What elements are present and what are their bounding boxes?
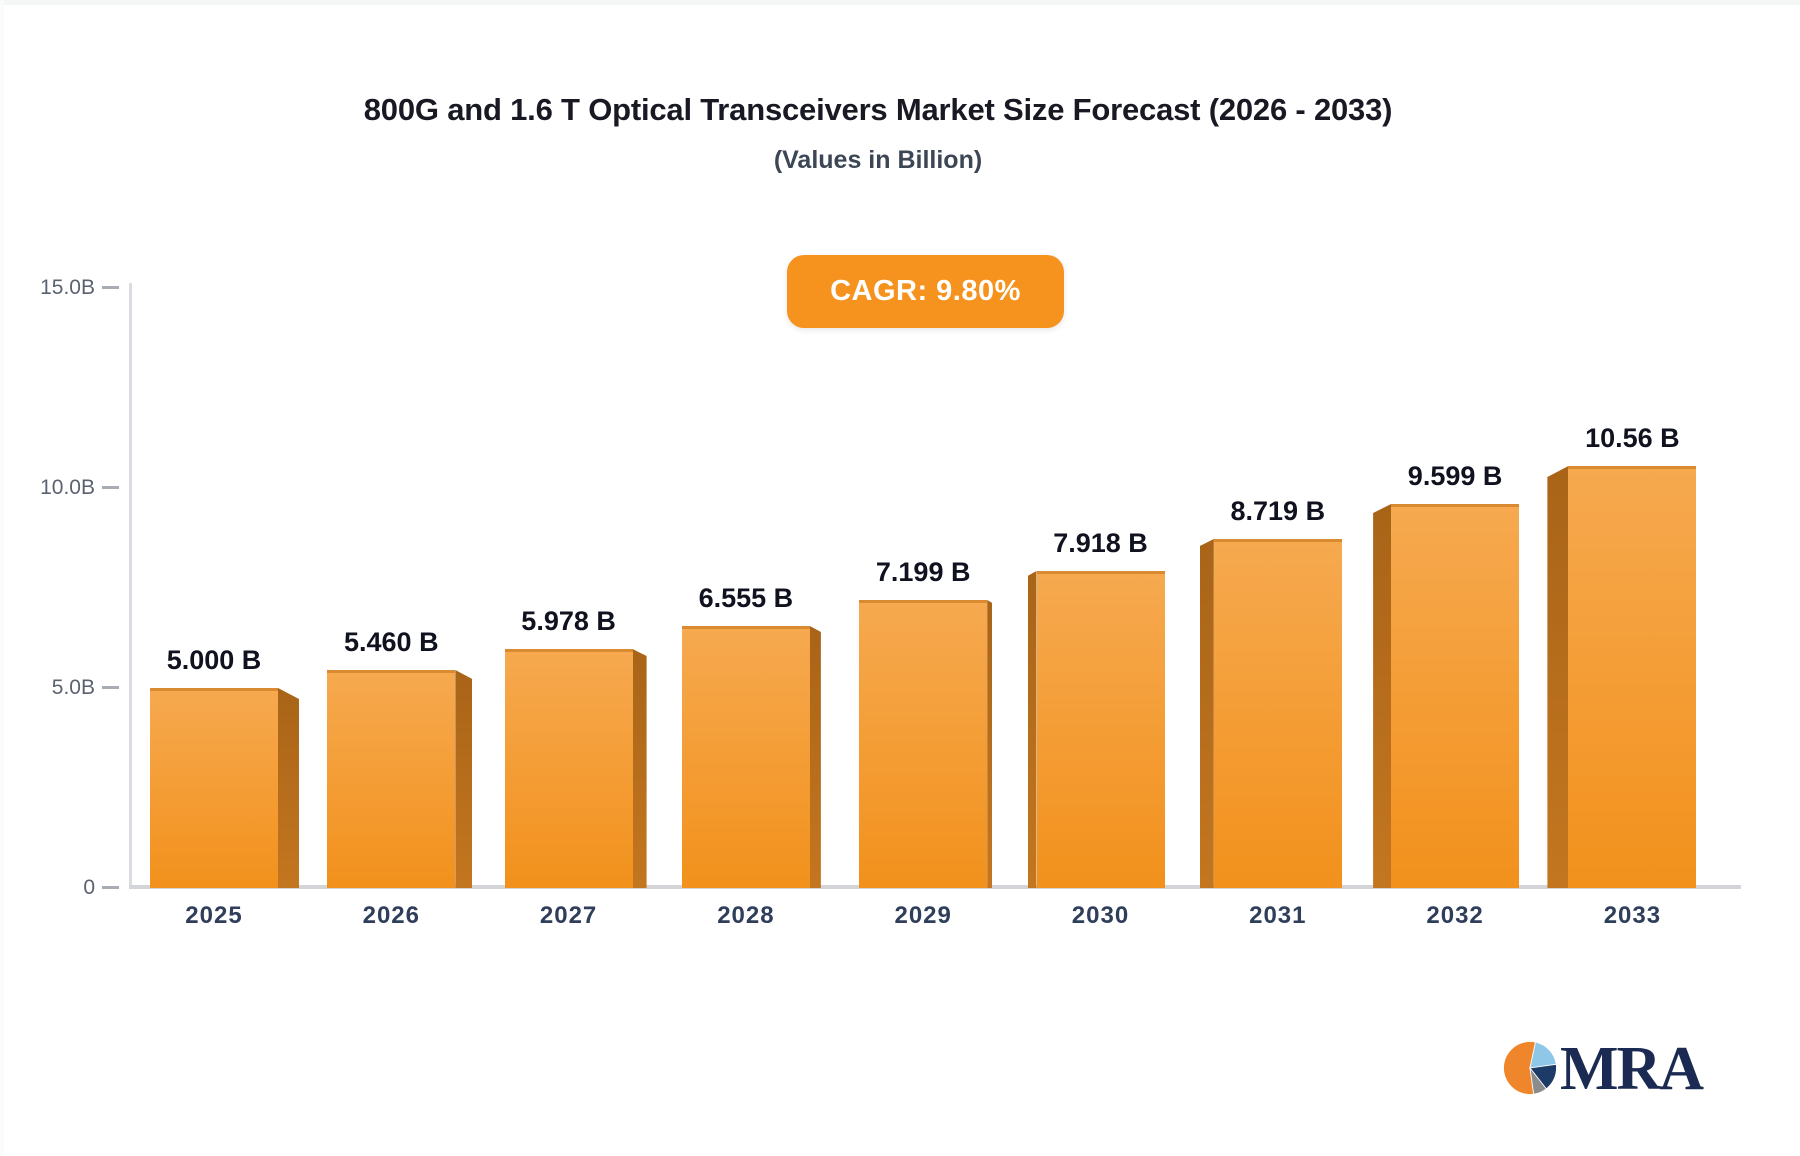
bar-side-face — [278, 688, 299, 888]
bar-side-face — [1373, 504, 1392, 888]
y-tick-label: 0 — [83, 876, 95, 899]
x-tick-label-2026: 2026 — [362, 902, 420, 929]
logo-pie-icon — [1503, 1041, 1557, 1095]
bar-value-label: 7.918 B — [1053, 528, 1148, 558]
y-tick-dash — [102, 686, 119, 689]
bar-value-label: 7.199 B — [875, 557, 971, 587]
bar-side-face — [809, 626, 821, 888]
logo-text: MRA — [1560, 1035, 1704, 1103]
bar-2033 — [1568, 466, 1697, 888]
y-tick-dash — [102, 486, 119, 489]
top-edge-strip — [0, 0, 1800, 5]
bar-side-face — [987, 600, 993, 888]
chart-title: 800G and 1.6 T Optical Transceivers Mark… — [363, 92, 1393, 127]
bar-side-face — [1547, 466, 1569, 888]
logo-pie-gray-slice — [1529, 1066, 1547, 1095]
y-tick-label: 10.0B — [40, 476, 95, 499]
bar-2029 — [859, 600, 988, 888]
bar-2026 — [327, 670, 456, 888]
bar-2027 — [504, 649, 633, 888]
x-tick-label-2031: 2031 — [1249, 902, 1307, 929]
bar-2030 — [1036, 571, 1165, 888]
bar-side-face — [1027, 571, 1037, 888]
bar-2025 — [150, 688, 278, 888]
x-tick-label-2028: 2028 — [717, 902, 775, 929]
bar-value-label: 10.56 B — [1585, 423, 1680, 453]
bar-value-label: 5.460 B — [344, 627, 439, 657]
y-tick-label: 5.0B — [51, 676, 95, 699]
y-tick-dash — [102, 286, 119, 289]
bar-value-label: 5.000 B — [166, 645, 262, 675]
x-tick-label-2027: 2027 — [539, 902, 598, 929]
bar-side-face — [632, 649, 647, 888]
x-tick-label-2030: 2030 — [1071, 902, 1130, 929]
bar-2032 — [1391, 504, 1520, 888]
x-tick-label-2029: 2029 — [894, 902, 952, 929]
bar-side-face — [1199, 539, 1214, 888]
chart-subtitle: (Values in Billion) — [773, 146, 983, 174]
left-edge-strip — [0, 0, 4, 1156]
y-tick-label: 15.0B — [40, 276, 95, 299]
bar-2028 — [681, 626, 810, 888]
y-tick-dash — [102, 886, 119, 889]
x-tick-label-2025: 2025 — [185, 902, 243, 929]
x-tick-label-2033: 2033 — [1603, 902, 1662, 929]
company-logo: MRA — [1503, 1035, 1704, 1103]
bar-value-label: 8.719 B — [1230, 496, 1326, 526]
cagr-badge: CAGR: 9.80% — [787, 255, 1064, 328]
bar-2031 — [1213, 539, 1342, 888]
bar-value-label: 6.555 B — [698, 583, 794, 613]
bar-value-label: 9.599 B — [1407, 461, 1503, 491]
bar-value-label: 5.978 B — [521, 606, 616, 636]
y-axis-line — [129, 283, 132, 888]
logo-pie-orange-slice — [1503, 1041, 1536, 1095]
bar-side-face — [455, 670, 473, 888]
x-tick-label-2032: 2032 — [1426, 902, 1484, 929]
cagr-badge-label: CAGR: 9.80% — [830, 275, 1021, 307]
